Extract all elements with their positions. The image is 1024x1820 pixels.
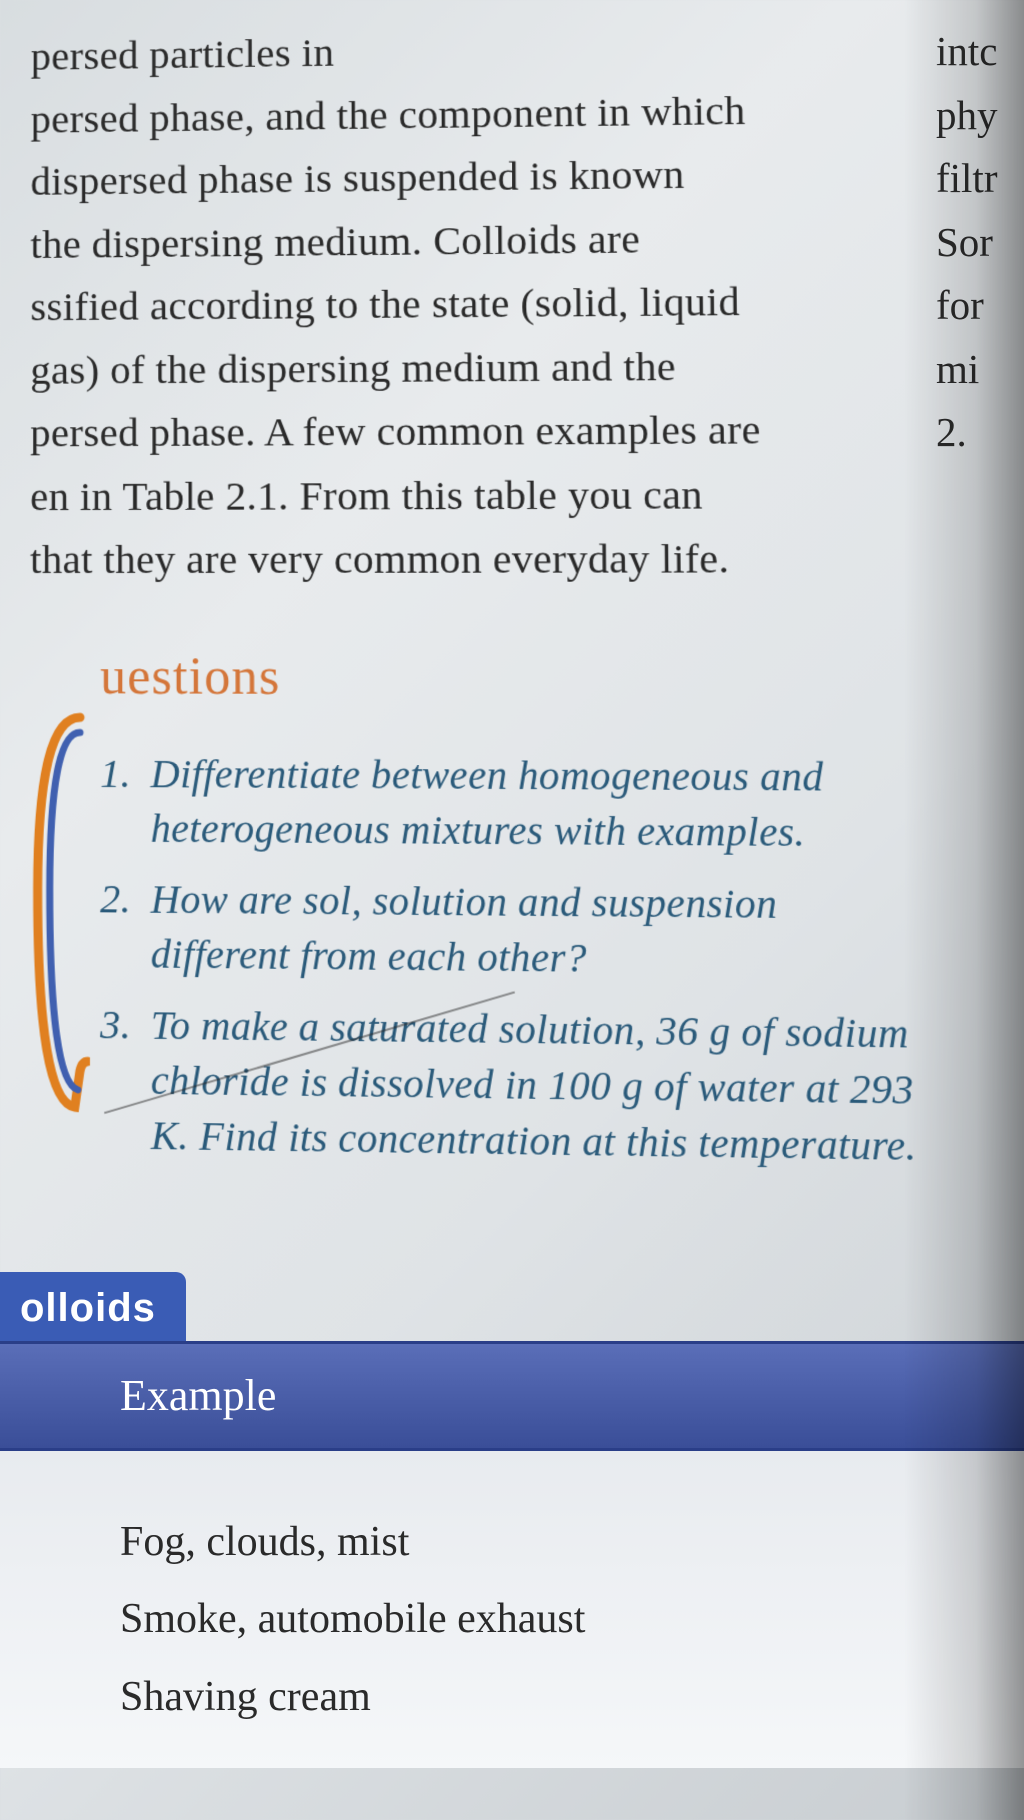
example-row: Fog, clouds, mist [120,1506,994,1580]
margin-word: filtr [936,147,1016,211]
example-row: Shaving cream [120,1661,994,1735]
question-text: To make a saturated solution, 36 g of so… [151,998,933,1175]
question-number: 2. [100,871,151,981]
q-letter-icon [29,707,90,1133]
margin-word: intc [936,20,1016,84]
margin-word: phy [936,84,1016,148]
text-line: persed phase, and the component in which [31,75,1002,151]
text-line: dispersed phase is suspended is known [30,139,1002,213]
table-tab-label: olloids [0,1272,186,1341]
margin-word: for [936,274,1016,338]
table-header-text: Example [120,1370,276,1421]
question-item: 3. To make a saturated solution, 36 g of… [100,997,1018,1176]
text-line: en in Table 2.1. From this table you can [30,462,1007,529]
body-paragraph: persed particles in persed phase, and th… [0,0,1024,1224]
question-item: 1. Differentiate between homogen­eous an… [100,746,1013,861]
margin-word: Sor [936,211,1016,275]
questions-heading: uestions [100,637,1010,721]
text-line: the dispersing medium. Colloids are [30,203,1003,276]
question-text: Differentiate between homogen­eous and h… [151,746,929,860]
question-item: 2. How are sol, solution and suspension … [100,871,1015,990]
table-header-row: Example [0,1341,1024,1451]
question-number: 1. [100,746,150,855]
text-line: that they are very common everyday life. [30,527,1008,592]
questions-section: uestions 1. Differentiate between homoge… [29,637,1017,1176]
question-text: How are sol, solution and suspension dif… [151,872,931,989]
colloids-table: olloids Example Fog, clouds, mist Smoke,… [0,1272,1024,1769]
table-examples: Fog, clouds, mist Smoke, automobile exha… [0,1451,1024,1769]
question-number: 3. [100,997,151,1163]
margin-word: 2. [936,401,1016,465]
margin-word: mi [936,338,1016,402]
example-row: Smoke, automobile exhaust [120,1583,994,1657]
text-line: persed phase. A few common examples are [30,397,1006,465]
next-page-fragment: intc phy filtr Sor for mi 2. [936,20,1016,465]
text-line: gas) of the dispersing medium and the [30,332,1005,402]
text-line: ssified according to the state (solid, l… [30,268,1004,339]
